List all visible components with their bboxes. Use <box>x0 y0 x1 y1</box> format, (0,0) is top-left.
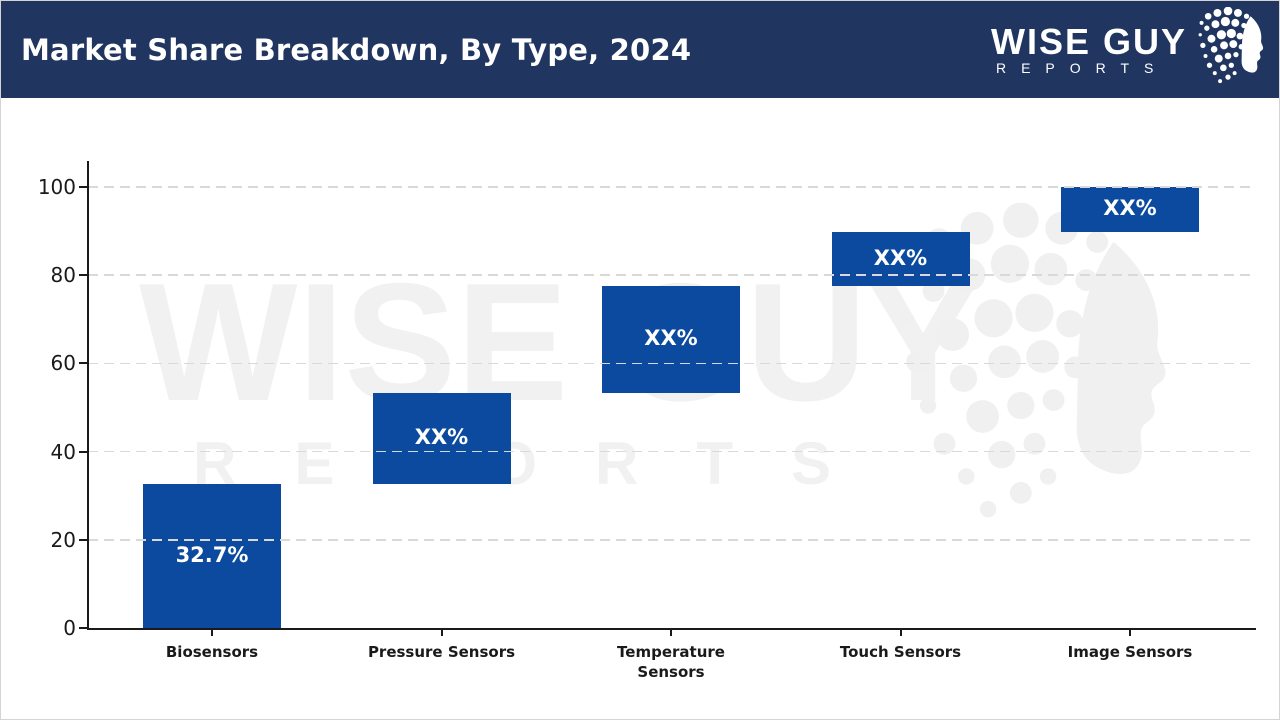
brand-logo-text: WISE GUY REPORTS <box>990 20 1187 77</box>
x-axis-category-label: Biosensors <box>165 643 259 661</box>
gridline <box>88 186 1256 188</box>
y-axis-tick-label: 100 <box>37 175 76 199</box>
y-axis-tick <box>79 274 87 277</box>
x-axis-category-label: Touch Sensors <box>839 643 962 661</box>
y-axis-tick <box>79 362 87 365</box>
gridline <box>88 450 1256 453</box>
x-axis-tick <box>670 628 672 636</box>
page-title: Market Share Breakdown, By Type, 2024 <box>21 32 692 67</box>
bar-value-label: XX% <box>414 425 469 450</box>
bar-segment <box>143 483 281 628</box>
header: Market Share Breakdown, By Type, 2024 WI… <box>1 1 1279 98</box>
gridline <box>88 274 1256 276</box>
y-axis-tick-label: 80 <box>50 263 76 288</box>
bar-segment <box>831 231 970 286</box>
waterfall-chart: WISE GUY REPORTS 0 20 40 60 80 100 32.7% Biosen… <box>1 98 1279 719</box>
gridline <box>88 362 1256 365</box>
x-axis-line <box>87 628 1256 630</box>
logo-subtext: REPORTS <box>995 60 1169 77</box>
y-axis-tick-label: 20 <box>50 527 76 552</box>
x-axis-category-label: Image Sensors <box>1067 643 1193 661</box>
bar-segment <box>1061 187 1199 232</box>
bar-value-label: 32.7% <box>175 542 249 567</box>
x-axis-tick <box>211 628 213 636</box>
y-axis-line <box>87 161 89 630</box>
y-axis-tick <box>79 450 87 453</box>
logo-wordmark: WISE GUY <box>990 20 1187 62</box>
y-axis-tick-label: 0 <box>63 616 76 640</box>
y-axis-tick-label: 60 <box>50 351 76 376</box>
x-axis-tick <box>899 628 902 636</box>
logo-head-icon <box>1193 7 1267 93</box>
bar-segment <box>372 392 511 484</box>
bar-segment <box>602 285 740 393</box>
watermark-subtext: REPORTS <box>193 430 890 497</box>
gridline <box>88 539 1256 541</box>
x-axis-category-label: Pressure Sensors <box>367 643 516 661</box>
bar-value-label: XX% <box>873 245 928 270</box>
x-axis-category-label: Temperature Sensors <box>617 643 725 682</box>
y-axis-tick <box>79 627 87 629</box>
y-axis-tick <box>79 538 87 541</box>
brand-logo: WISE GUY REPORTS <box>991 7 1267 93</box>
watermark-text: WISE GUY <box>139 248 980 436</box>
y-axis-tick <box>79 186 87 188</box>
bar-value-label: XX% <box>644 326 698 351</box>
y-axis-tick-label: 40 <box>50 439 76 464</box>
x-axis-tick <box>440 628 443 636</box>
bar-value-label: XX% <box>1103 196 1157 221</box>
x-axis-tick <box>1129 628 1131 636</box>
